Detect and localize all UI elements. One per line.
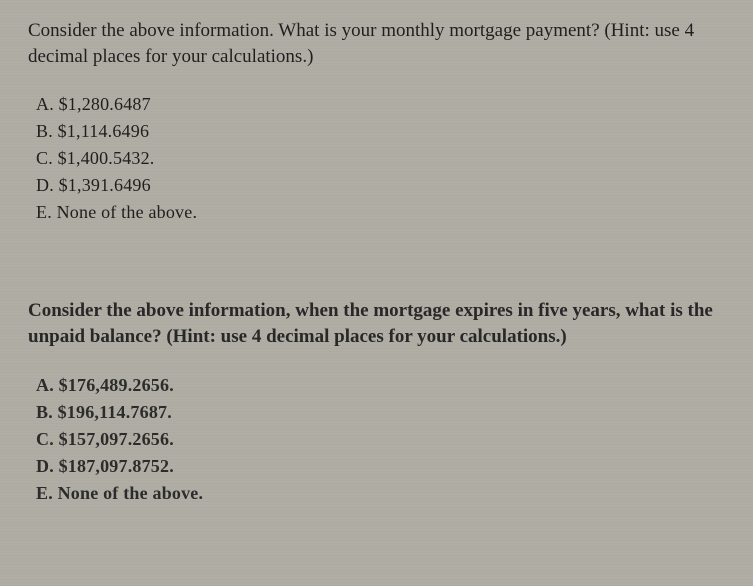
option-1e: E. None of the above. (36, 199, 725, 226)
question-2-prompt: Consider the above information, when the… (28, 298, 725, 349)
question-2-options: A. $176,489.2656. B. $196,114.7687. C. $… (28, 372, 725, 507)
option-2e: E. None of the above. (36, 480, 725, 507)
question-2-block: Consider the above information, when the… (28, 298, 725, 506)
option-1c: C. $1,400.5432. (36, 145, 725, 172)
question-1-block: Consider the above information. What is … (28, 18, 725, 226)
option-1d: D. $1,391.6496 (36, 172, 725, 199)
question-1-prompt: Consider the above information. What is … (28, 18, 725, 69)
option-1a: A. $1,280.6487 (36, 91, 725, 118)
option-2d: D. $187,097.8752. (36, 453, 725, 480)
option-2a: A. $176,489.2656. (36, 372, 725, 399)
option-2b: B. $196,114.7687. (36, 399, 725, 426)
option-1b: B. $1,114.6496 (36, 118, 725, 145)
option-2c: C. $157,097.2656. (36, 426, 725, 453)
question-1-options: A. $1,280.6487 B. $1,114.6496 C. $1,400.… (28, 91, 725, 226)
